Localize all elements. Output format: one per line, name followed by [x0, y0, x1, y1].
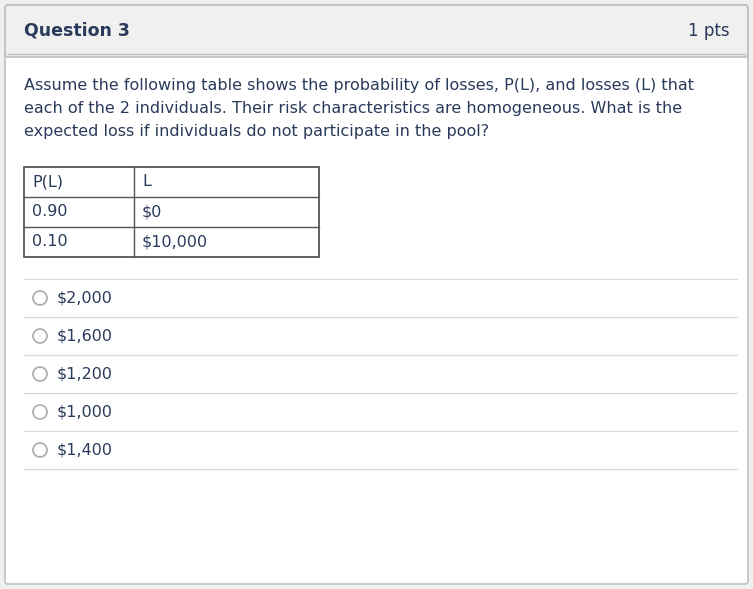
Text: P(L): P(L) — [32, 174, 63, 190]
Text: L: L — [142, 174, 151, 190]
Text: $10,000: $10,000 — [142, 234, 208, 250]
Text: expected loss if individuals do not participate in the pool?: expected loss if individuals do not part… — [24, 124, 489, 139]
Bar — [24, 167, 319, 257]
Text: Question 3: Question 3 — [24, 22, 130, 40]
Text: $1,600: $1,600 — [57, 329, 113, 343]
Text: $2,000: $2,000 — [57, 290, 113, 306]
Bar — [24, 167, 319, 257]
Text: $1,400: $1,400 — [57, 442, 113, 458]
Text: $1,000: $1,000 — [57, 405, 113, 419]
FancyBboxPatch shape — [5, 5, 748, 57]
Text: each of the 2 individuals. Their risk characteristics are homogeneous. What is t: each of the 2 individuals. Their risk ch… — [24, 101, 682, 116]
FancyBboxPatch shape — [5, 5, 748, 584]
Text: $1,200: $1,200 — [57, 366, 113, 382]
Text: $0: $0 — [142, 204, 163, 220]
Text: 0.10: 0.10 — [32, 234, 68, 250]
Text: Assume the following table shows the probability of losses, P(L), and losses (L): Assume the following table shows the pro… — [24, 78, 694, 93]
Text: 1 pts: 1 pts — [688, 22, 730, 40]
Text: 0.90: 0.90 — [32, 204, 68, 220]
